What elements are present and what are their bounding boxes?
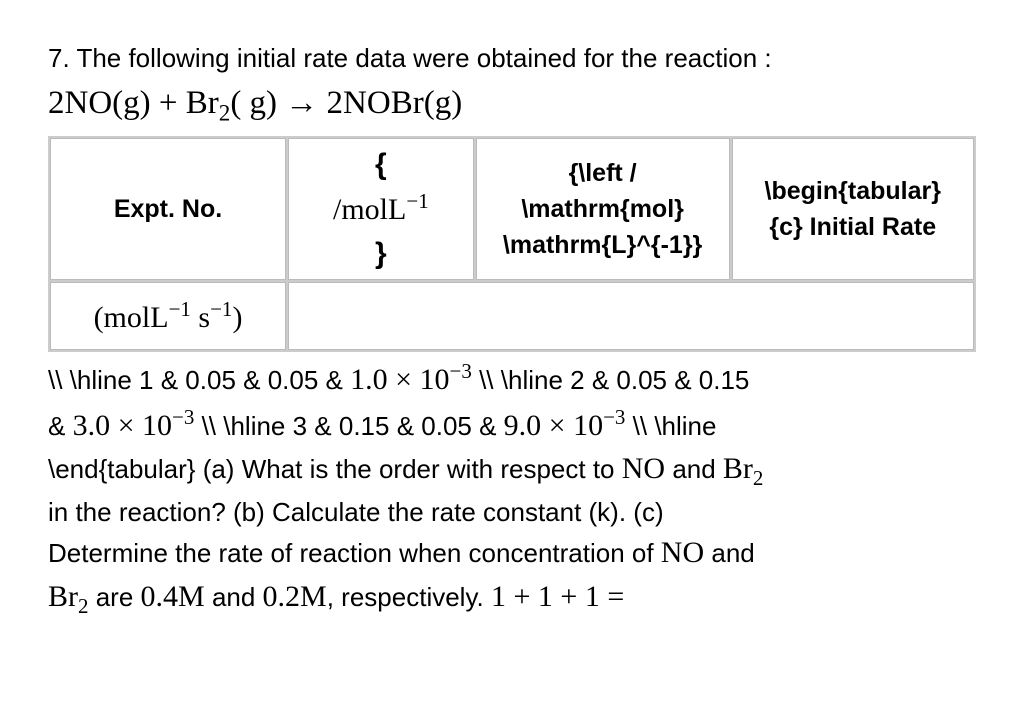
tail-eq: 1 + 1 + 1 = [491, 580, 624, 613]
seg9b: are [89, 582, 141, 612]
seg2: \\ \hline 2 & 0.05 & 0.15 [472, 365, 750, 395]
br2-symbol-2: Br2 [48, 580, 89, 613]
col3-line2: \mathrm{mol} [485, 191, 721, 227]
br2-symbol: Br2 [723, 452, 764, 485]
seg5: \\ \hline [625, 411, 716, 441]
seg6b: and [665, 454, 723, 484]
sci1: 1.0 × 10−3 [350, 363, 472, 396]
col4-line1: \begin{tabular} [741, 173, 966, 209]
seg3-pre: & [48, 411, 73, 441]
col2-math: /molL−1 [297, 186, 465, 232]
no-symbol: NO [622, 452, 665, 485]
col3-line1: {\left / [485, 155, 721, 191]
cell-expt-no: Expt. No. [50, 138, 286, 281]
question-number: 7. [48, 43, 76, 73]
seg8a: Determine the rate of reaction when conc… [48, 538, 661, 568]
brace-close: } [297, 232, 465, 276]
seg9c: and [205, 582, 263, 612]
cell-empty [288, 282, 974, 350]
col4-line2: {c} Initial Rate [741, 209, 966, 245]
seg8b: and [704, 538, 755, 568]
cell-col3: {\left / \mathrm{mol} \mathrm{L}^{-1}} [476, 138, 730, 281]
m1: 0.4M [141, 580, 205, 613]
cell-col2: { /molL−1 } [288, 138, 474, 281]
page: 7. The following initial rate data were … [0, 0, 1024, 621]
body-text: \\ \hline 1 & 0.05 & 0.05 & 1.0 × 10−3 \… [48, 356, 976, 621]
question-intro: The following initial rate data were obt… [76, 43, 771, 73]
reaction-equation: 2NO(g) + Br2( g) → 2NOBr(g) [48, 80, 976, 130]
seg1: \\ \hline 1 & 0.05 & 0.05 & [48, 365, 350, 395]
seg7: in the reaction? (b) Calculate the rate … [48, 497, 664, 527]
m2: 0.2M [263, 580, 327, 613]
seg4: \\ \hline 3 & 0.15 & 0.05 & [194, 411, 503, 441]
cell-col4: \begin{tabular} {c} Initial Rate [732, 138, 975, 281]
brace-open: { [297, 143, 465, 187]
col3-line3: \mathrm{L}^{-1}} [485, 227, 721, 263]
sci3: 9.0 × 10−3 [504, 409, 626, 442]
units-math: (molL−1 s−1) [94, 301, 243, 334]
cell-units: (molL−1 s−1) [50, 282, 286, 350]
seg6a: \end{tabular} (a) What is the order with… [48, 454, 622, 484]
table-row: Expt. No. { /molL−1 } {\left / \mathrm{m… [50, 138, 974, 281]
sci2: 3.0 × 10−3 [73, 409, 195, 442]
data-table: Expt. No. { /molL−1 } {\left / \mathrm{m… [48, 136, 976, 353]
table-row: (molL−1 s−1) [50, 282, 974, 350]
seg9d: , respectively. [327, 582, 491, 612]
no-symbol-2: NO [661, 536, 704, 569]
question-intro-line: 7. The following initial rate data were … [48, 40, 976, 78]
expt-no-label: Expt. No. [114, 195, 222, 223]
